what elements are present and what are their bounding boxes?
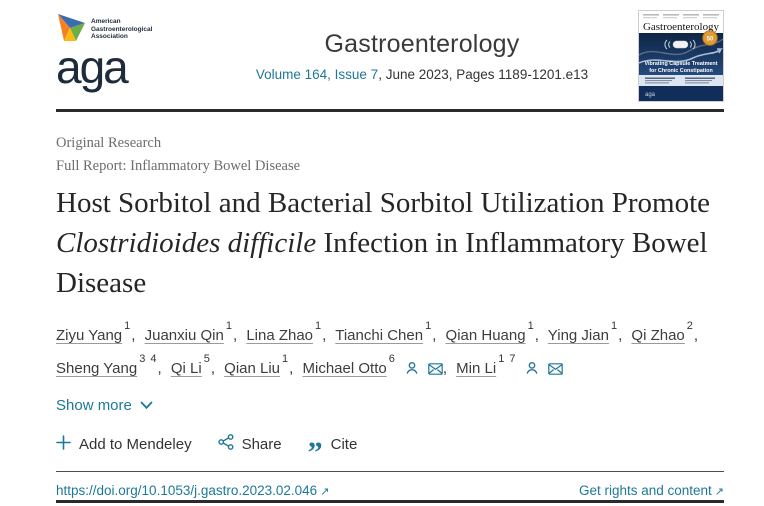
author-chunk: Sheng Yang3 4, <box>56 353 162 377</box>
author-email-icon[interactable] <box>428 363 443 378</box>
author-link[interactable]: Ziyu Yang <box>56 327 123 344</box>
share-button[interactable]: Share <box>217 432 282 456</box>
aga-wordmark: aga <box>56 41 129 93</box>
author-chunk: Ying Jian1, <box>547 320 623 344</box>
doi-link[interactable]: https://doi.org/10.1053/j.gastro.2023.02… <box>56 483 330 498</box>
author-chunk: Qian Huang1, <box>445 320 539 344</box>
bottom-divider <box>56 500 724 503</box>
author-chunk: Juanxiu Qin1, <box>144 320 238 344</box>
author-chunk: Ziyu Yang1, <box>56 320 136 344</box>
author-chunk: Qian Liu1, <box>224 353 294 377</box>
author-link[interactable]: Qi Zhao <box>631 327 685 344</box>
article-section: Full Report: Inflammatory Bowel Disease <box>56 158 301 174</box>
aga-logo[interactable]: American Gastroenterological Association… <box>56 12 206 93</box>
aga-logo-top: American Gastroenterological Association <box>56 12 206 49</box>
author-chunk: Qi Zhao2, <box>631 320 699 344</box>
author-chunk: Michael Otto6, <box>302 353 448 378</box>
plus-icon <box>56 434 71 454</box>
share-label: Share <box>241 435 282 453</box>
cite-button[interactable]: ” Cite <box>307 435 358 469</box>
cover-caption-line2: for Chronic Constipation <box>649 68 713 74</box>
action-bar: Add to Mendeley Share ” Cite <box>56 432 724 469</box>
author-link[interactable]: Min Li <box>456 360 497 377</box>
rights-and-content-link[interactable]: Get rights and content ↗ <box>578 483 724 498</box>
author-list: Ziyu Yang1, Juanxiu Qin1, Lina Zhao1, Ti… <box>56 317 724 383</box>
author-profile-icon[interactable] <box>405 361 419 378</box>
author-chunk: Qi Li5, <box>170 353 215 377</box>
author-link[interactable]: Michael Otto <box>302 360 387 377</box>
author-chunk: Min Li1 7 <box>456 353 564 378</box>
add-to-mendeley-button[interactable]: Add to Mendeley <box>56 433 192 456</box>
title-species-italic: Clostridioides difficile <box>56 227 317 259</box>
external-link-icon: ↗ <box>320 486 330 498</box>
title-part1: Host Sorbitol and Bacterial Sorbitol Uti… <box>56 187 711 219</box>
aga-org-name: American Gastroenterological Association <box>91 18 153 40</box>
share-icon <box>217 434 234 454</box>
cover-caption-line1: Vibrating Capsule Treatment <box>645 61 718 67</box>
author-link[interactable]: Qian Huang <box>445 327 526 344</box>
cite-label: Cite <box>330 435 358 453</box>
cover-footer-wordmark: aga <box>645 92 656 98</box>
author-link[interactable]: Juanxiu Qin <box>144 327 224 344</box>
author-link[interactable]: Qian Liu <box>224 360 281 377</box>
author-link[interactable]: Ying Jian <box>547 327 609 344</box>
issue-line: Volume 164, Issue 7, June 2023, Pages 11… <box>206 67 638 82</box>
journal-cover-thumbnail[interactable]: Gastroenterology 50 <box>638 10 724 102</box>
author-profile-icon[interactable] <box>525 361 539 378</box>
article-title: Host Sorbitol and Bacterial Sorbitol Uti… <box>56 183 724 303</box>
author-link[interactable]: Tianchi Chen <box>335 327 424 344</box>
author-link[interactable]: Lina Zhao <box>246 327 314 344</box>
journal-title-block: Gastroenterology Volume 164, Issue 7, Ju… <box>206 12 638 82</box>
article-category: Original Research <box>56 135 162 151</box>
chevron-down-icon <box>140 397 153 414</box>
journal-title[interactable]: Gastroenterology <box>324 30 520 58</box>
journal-header: American Gastroenterological Association… <box>56 0 724 109</box>
doi-row: https://doi.org/10.1053/j.gastro.2023.02… <box>56 472 724 506</box>
cover-masthead: Gastroenterology <box>643 22 720 33</box>
issue-link[interactable]: Volume 164, Issue 7 <box>255 67 379 82</box>
title-part2: Infection in Inflammatory Bowel Disease <box>56 227 708 299</box>
author-link[interactable]: Qi Li <box>170 360 202 377</box>
header-divider <box>56 109 724 112</box>
author-chunk: Tianchi Chen1, <box>335 320 437 344</box>
author-chunk: Lina Zhao1, <box>246 320 327 344</box>
show-more-label: Show more <box>56 397 132 414</box>
doi-divider <box>56 471 724 472</box>
mendeley-label: Add to Mendeley <box>79 435 192 453</box>
external-link-icon: ↗ <box>714 486 724 498</box>
show-more-button[interactable]: Show more <box>56 395 153 416</box>
article-header: Original Research Full Report: Inflammat… <box>56 112 724 469</box>
cover-badge: 50 <box>707 37 714 43</box>
author-link[interactable]: Sheng Yang <box>56 360 138 377</box>
aga-logo-mark-icon <box>56 12 86 49</box>
issue-suffix: , June 2023, Pages 1189-1201.e13 <box>378 67 589 82</box>
author-email-icon[interactable] <box>548 363 564 378</box>
